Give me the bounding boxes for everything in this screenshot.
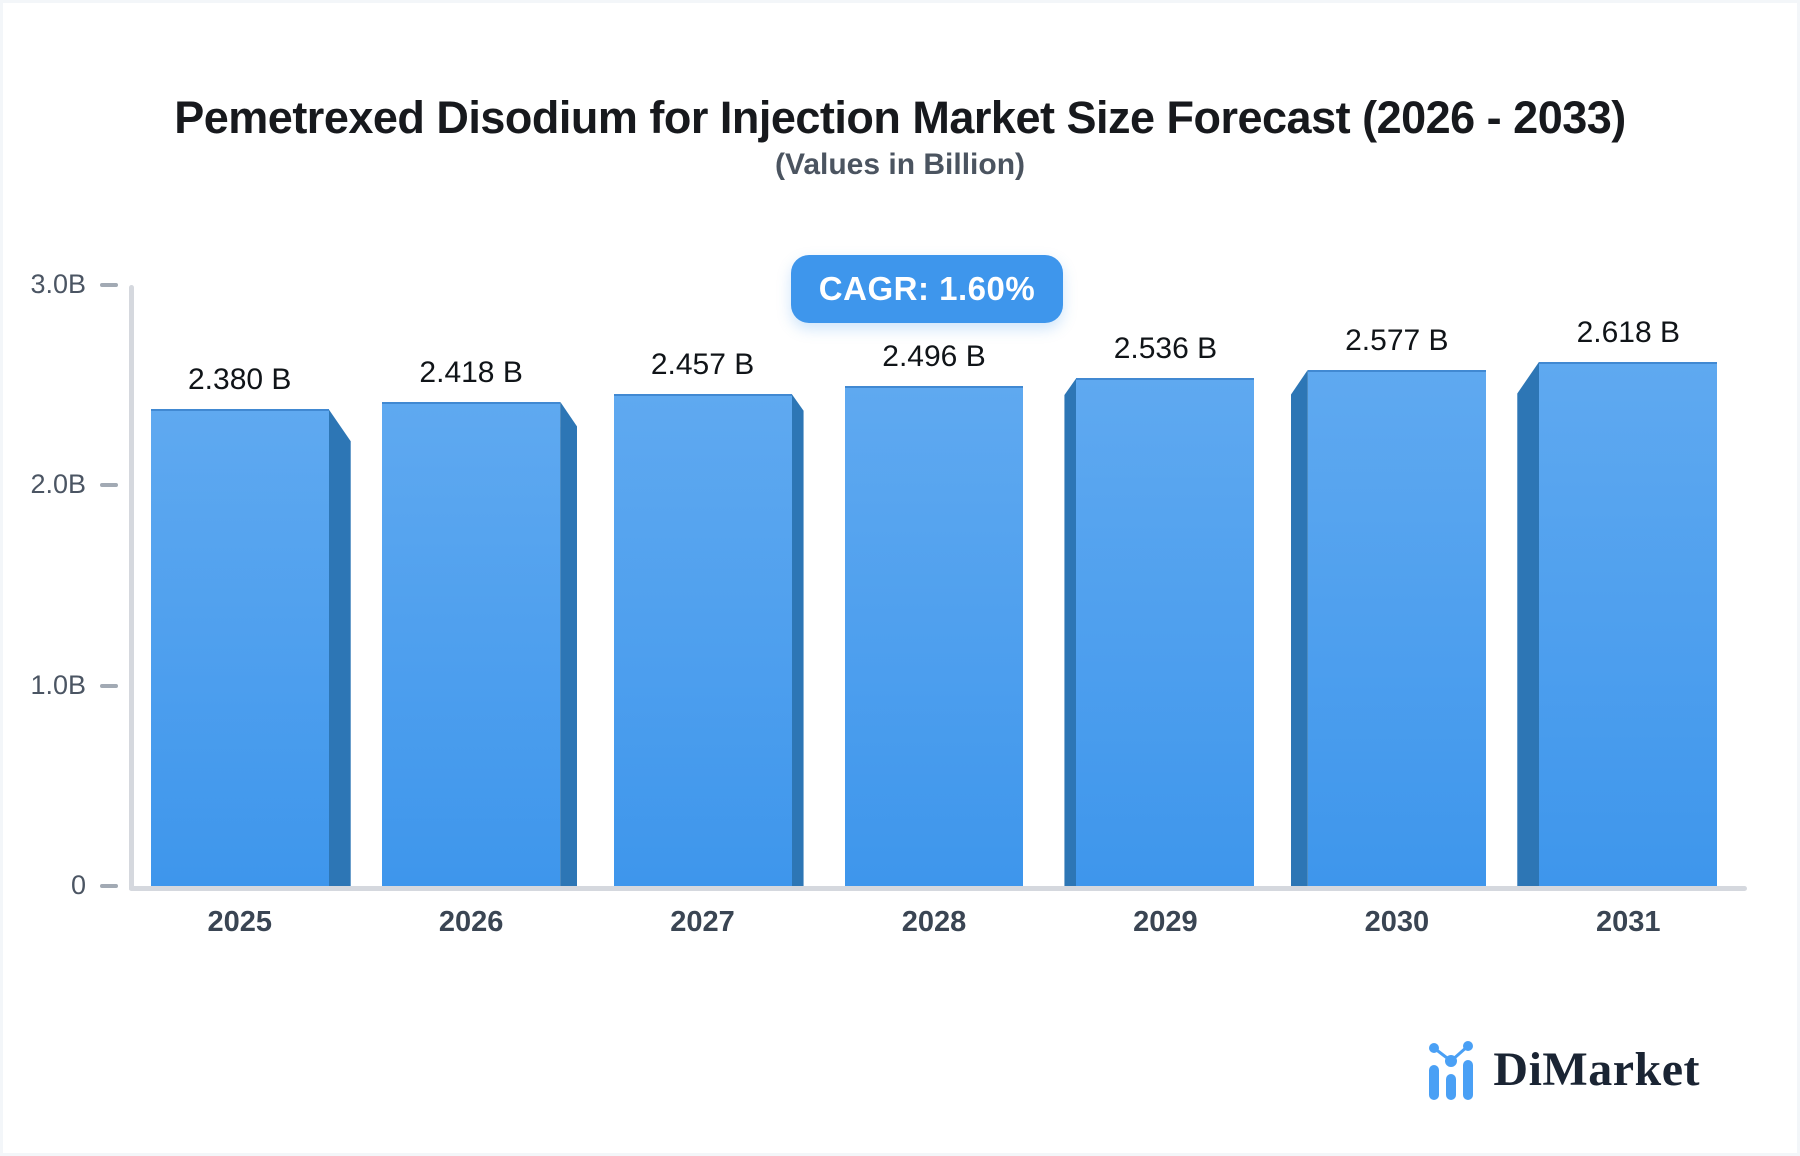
bar	[1076, 377, 1255, 886]
bar-value-label: 2.496 B	[882, 339, 986, 373]
y-axis-tick	[100, 483, 118, 488]
bar-side-3d	[328, 409, 351, 886]
bar	[1307, 369, 1486, 886]
dimarket-logo-text: DiMarket	[1493, 1042, 1700, 1096]
bar-value-label: 2.536 B	[1113, 331, 1218, 365]
y-axis-line	[129, 285, 134, 891]
cagr-badge-label: CAGR: 1.60%	[818, 270, 1036, 307]
bar-side-3d	[560, 401, 578, 886]
y-axis-tick-label: 0	[70, 870, 86, 900]
bar-value-label: 2.618 B	[1576, 315, 1680, 349]
y-axis-tick	[100, 683, 118, 688]
bar-value-label: 2.457 B	[650, 347, 755, 381]
bar-value-label: 2.418 B	[419, 355, 523, 389]
bar	[382, 401, 561, 886]
x-axis-tick-label: 2027	[670, 906, 735, 938]
bar	[150, 409, 329, 886]
bar	[845, 385, 1023, 886]
bar	[1539, 361, 1718, 886]
bar-side-3d	[1517, 361, 1540, 886]
bar-chart-trend-icon	[1429, 1041, 1474, 1100]
bar-side-3d	[791, 393, 804, 886]
bar-side-3d	[1064, 377, 1077, 886]
x-axis-tick-label: 2025	[207, 906, 272, 938]
x-axis-tick-label: 2029	[1133, 906, 1198, 938]
x-axis-tick-label: 2028	[901, 906, 967, 938]
y-axis-tick-label: 2.0B	[30, 469, 86, 500]
bar-side-3d	[1290, 369, 1308, 886]
x-axis-tick-label: 2031	[1596, 906, 1661, 938]
bar-value-label: 2.380 B	[187, 363, 292, 397]
y-axis-tick	[100, 283, 118, 287]
bar-value-label: 2.577 B	[1345, 323, 1449, 357]
x-axis-line	[129, 886, 1747, 891]
chart-subtitle: (Values in Billion)	[774, 148, 1026, 181]
x-axis-tick-label: 2026	[438, 906, 504, 938]
y-axis-tick-label: 1.0B	[30, 669, 86, 700]
bar	[613, 393, 792, 886]
chart-title: Pemetrexed Disodium for Injection Market…	[174, 92, 1626, 143]
cagr-badge: CAGR: 1.60%	[791, 255, 1063, 323]
y-axis-tick	[100, 884, 118, 888]
dimarket-logo: DiMarket	[1428, 1038, 1700, 1100]
x-axis-tick-label: 2030	[1364, 906, 1430, 938]
y-axis-tick-label: 3.0B	[30, 269, 86, 299]
